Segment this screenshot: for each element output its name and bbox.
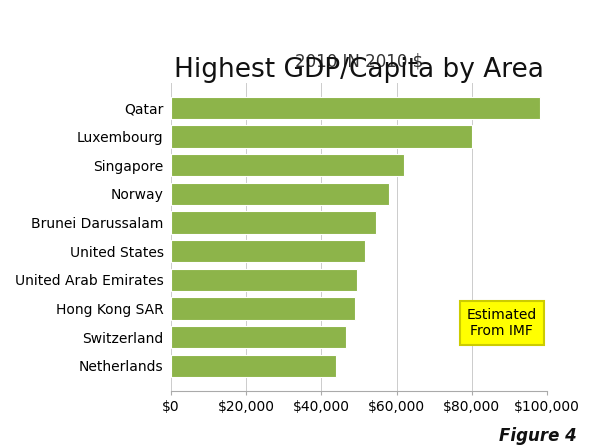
Bar	[171, 97, 540, 119]
Bar	[171, 211, 376, 234]
Bar	[171, 125, 472, 148]
Text: Figure 4: Figure 4	[499, 427, 577, 445]
Title: Highest GDP/Capita by Area: Highest GDP/Capita by Area	[174, 56, 544, 83]
Bar	[171, 183, 389, 205]
Bar	[171, 326, 346, 348]
Bar	[171, 297, 355, 320]
Bar	[171, 240, 365, 262]
Text: 2010 IN 2010 $: 2010 IN 2010 $	[295, 52, 423, 70]
Bar	[171, 154, 404, 176]
Bar	[171, 354, 336, 377]
Bar	[171, 269, 357, 291]
Text: Estimated
From IMF: Estimated From IMF	[466, 308, 537, 338]
